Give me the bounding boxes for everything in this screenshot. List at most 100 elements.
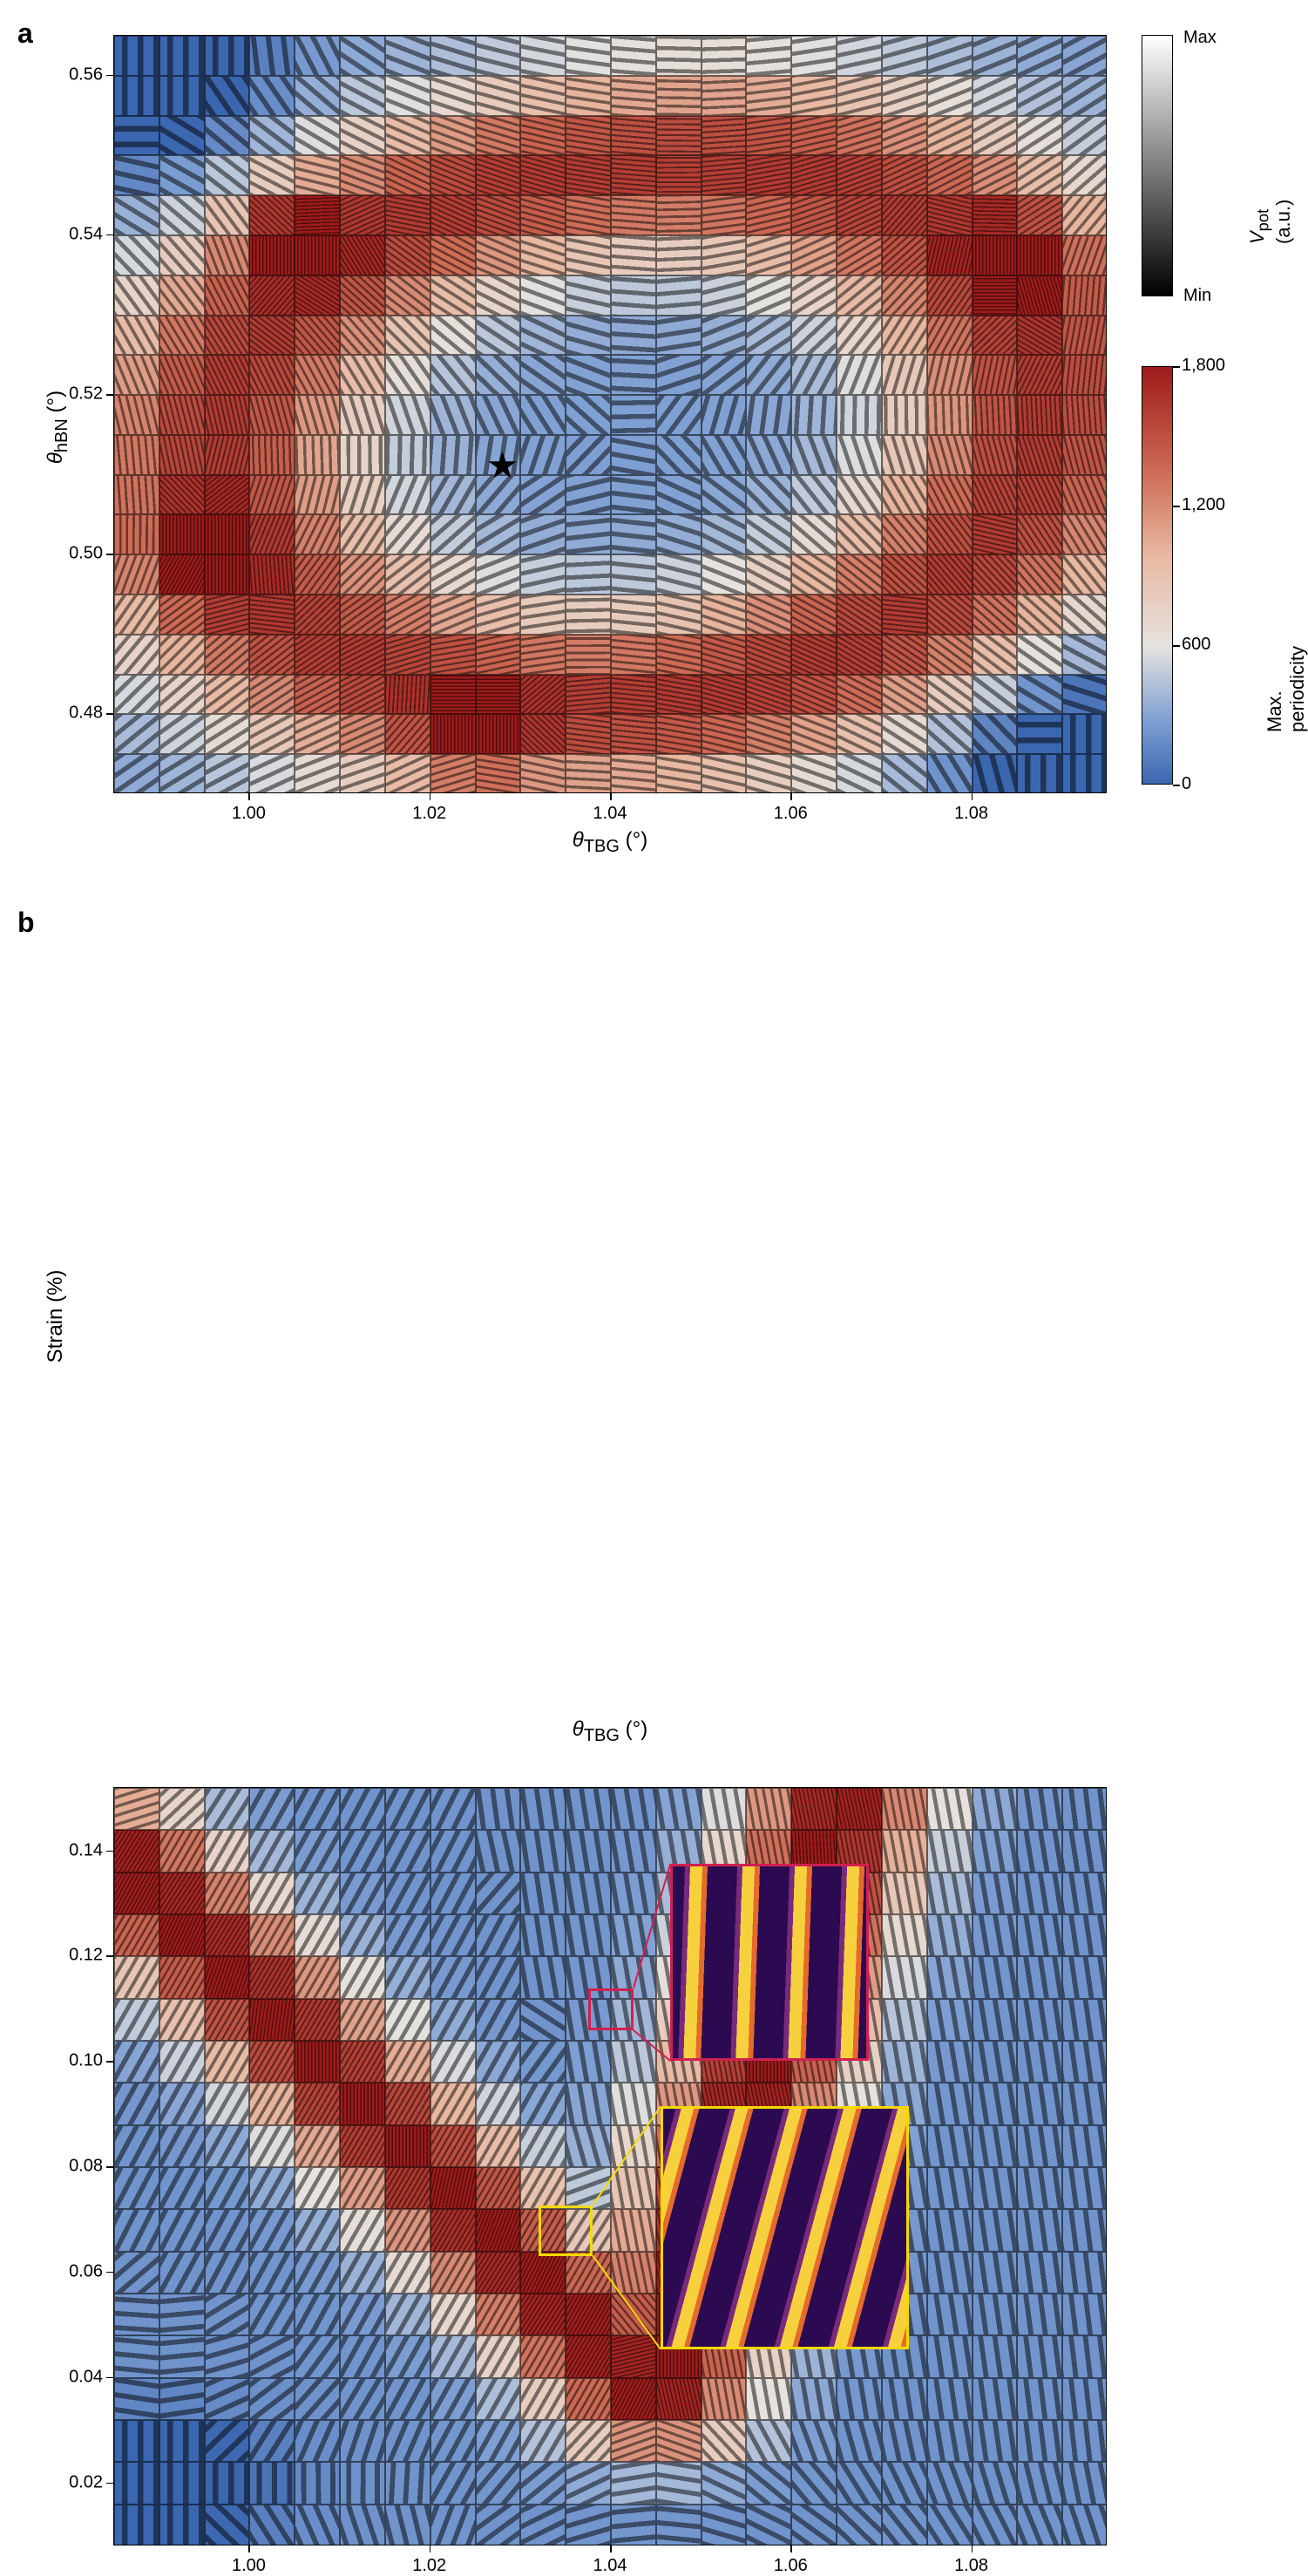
grid-cell bbox=[340, 235, 385, 275]
grid-cell bbox=[746, 116, 791, 156]
grid-cell bbox=[249, 2378, 295, 2420]
grid-cell bbox=[385, 275, 430, 316]
grid-cell bbox=[746, 235, 791, 275]
cb-per-tick: 600 bbox=[1182, 635, 1210, 655]
grid-cell bbox=[114, 754, 159, 793]
grid-cell bbox=[1062, 435, 1107, 475]
grid-cell bbox=[882, 36, 927, 76]
grid-cell bbox=[520, 2335, 566, 2377]
grid-cell bbox=[520, 235, 566, 275]
grid-cell bbox=[1062, 1999, 1107, 2041]
grid-cell bbox=[927, 714, 973, 754]
grid-cell bbox=[746, 395, 791, 435]
grid-cell bbox=[1062, 554, 1107, 595]
cb-per-tick: 1,800 bbox=[1182, 356, 1225, 376]
grid-cell bbox=[205, 155, 250, 195]
grid-cell bbox=[205, 2167, 250, 2209]
grid-cell bbox=[837, 235, 882, 275]
grid-cell bbox=[249, 355, 295, 395]
grid-cell bbox=[746, 714, 791, 754]
grid-cell bbox=[837, 675, 882, 715]
ytick-label: 0.12 bbox=[52, 1946, 103, 1966]
grid-cell bbox=[295, 595, 340, 635]
grid-cell bbox=[656, 514, 701, 554]
grid-cell bbox=[927, 275, 973, 316]
grid-cell bbox=[476, 635, 521, 675]
grid-cell bbox=[249, 1956, 295, 1998]
grid-cell bbox=[114, 1788, 159, 1830]
grid-cell bbox=[340, 2252, 385, 2294]
grid-cell bbox=[340, 2505, 385, 2545]
grid-cell bbox=[882, 195, 927, 235]
grid-cell bbox=[476, 116, 521, 156]
grid-cell bbox=[159, 714, 205, 754]
grid-cell bbox=[1017, 754, 1062, 793]
grid-cell bbox=[295, 1999, 340, 2041]
grid-cell bbox=[611, 2209, 656, 2251]
grid-cell bbox=[476, 155, 521, 195]
ytick-label: 0.56 bbox=[52, 65, 103, 85]
grid-cell bbox=[476, 1830, 521, 1872]
grid-cell bbox=[520, 475, 566, 515]
grid-cell bbox=[1017, 1873, 1062, 1914]
grid-cell bbox=[385, 754, 430, 793]
grid-cell bbox=[882, 754, 927, 793]
grid-cell bbox=[430, 2378, 476, 2420]
grid-cell bbox=[295, 76, 340, 116]
grid-cell bbox=[791, 754, 837, 793]
grid-cell bbox=[340, 76, 385, 116]
grid-cell bbox=[927, 2462, 973, 2504]
grid-cell bbox=[476, 554, 521, 595]
grid-cell bbox=[611, 2505, 656, 2545]
grid-cell bbox=[837, 116, 882, 156]
grid-cell bbox=[927, 2125, 973, 2167]
grid-cell bbox=[159, 2041, 205, 2083]
ytick-mark bbox=[106, 2061, 113, 2063]
grid-cell bbox=[746, 2420, 791, 2462]
grid-cell bbox=[340, 155, 385, 195]
grid-cell bbox=[520, 116, 566, 156]
grid-cell bbox=[295, 2505, 340, 2545]
grid-cell bbox=[1017, 595, 1062, 635]
grid-cell bbox=[205, 36, 250, 76]
grid-cell bbox=[205, 395, 250, 435]
grid-cell bbox=[340, 635, 385, 675]
inset-red bbox=[670, 1864, 869, 2061]
grid-cell bbox=[476, 714, 521, 754]
grid-cell bbox=[882, 155, 927, 195]
grid-cell bbox=[430, 195, 476, 235]
grid-cell bbox=[973, 754, 1018, 793]
grid-cell bbox=[430, 2209, 476, 2251]
figure-root: a ★ 1.001.021.041.061.080.480.500.520.54… bbox=[17, 17, 1290, 1761]
grid-cell bbox=[973, 116, 1018, 156]
grid-cell bbox=[611, 316, 656, 356]
grid-cell bbox=[1017, 1788, 1062, 1830]
grid-cell bbox=[340, 475, 385, 515]
grid-cell bbox=[1062, 2294, 1107, 2335]
grid-cell bbox=[476, 2083, 521, 2124]
grid-cell bbox=[114, 2420, 159, 2462]
grid-cell bbox=[430, 554, 476, 595]
grid-cell bbox=[295, 395, 340, 435]
grid-cell bbox=[791, 116, 837, 156]
grid-cell bbox=[520, 355, 566, 395]
grid-cell bbox=[114, 355, 159, 395]
grid-cell bbox=[295, 1956, 340, 1998]
grid-cell bbox=[340, 2462, 385, 2504]
grid-cell bbox=[249, 155, 295, 195]
grid-cell bbox=[520, 635, 566, 675]
grid-cell bbox=[746, 2378, 791, 2420]
grid-cell bbox=[249, 2083, 295, 2124]
grid-cell bbox=[1017, 36, 1062, 76]
grid-cell bbox=[340, 2083, 385, 2124]
grid-cell bbox=[927, 2209, 973, 2251]
grid-cell bbox=[927, 355, 973, 395]
grid-cell bbox=[1062, 2462, 1107, 2504]
grid-cell bbox=[249, 1788, 295, 1830]
grid-cell bbox=[249, 1914, 295, 1956]
grid-cell bbox=[611, 195, 656, 235]
grid-cell bbox=[566, 1873, 611, 1914]
grid-cell bbox=[340, 1999, 385, 2041]
grid-cell bbox=[566, 754, 611, 793]
grid-cell bbox=[205, 754, 250, 793]
